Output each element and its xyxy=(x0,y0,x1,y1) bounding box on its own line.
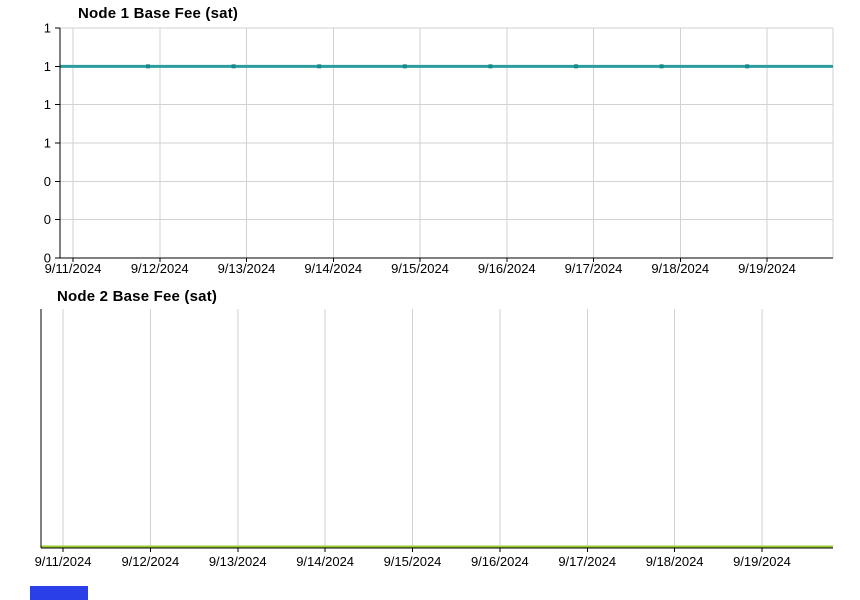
horizontal-scrollbar-thumb[interactable] xyxy=(30,586,88,600)
y-tick-label: 1 xyxy=(44,59,51,74)
y-tick-label: 1 xyxy=(44,21,51,36)
y-tick-label: 0 xyxy=(44,212,51,227)
x-tick-label: 9/17/2024 xyxy=(565,261,623,276)
data-point-marker xyxy=(659,64,664,69)
x-tick-label: 9/14/2024 xyxy=(304,261,362,276)
y-tick-label: 1 xyxy=(44,97,51,112)
x-tick-label: 9/11/2024 xyxy=(35,554,92,569)
data-point-marker xyxy=(488,64,493,69)
data-point-marker xyxy=(231,64,236,69)
x-tick-label: 9/19/2024 xyxy=(733,554,791,569)
x-tick-label: 9/13/2024 xyxy=(209,554,267,569)
y-tick-label: 0 xyxy=(44,174,51,189)
x-tick-label: 9/12/2024 xyxy=(121,554,179,569)
node2-chart-title: Node 2 Base Fee (sat) xyxy=(57,288,218,305)
x-tick-label: 9/17/2024 xyxy=(558,554,616,569)
x-tick-label: 9/16/2024 xyxy=(478,261,536,276)
data-point-marker xyxy=(745,64,750,69)
x-tick-label: 9/11/2024 xyxy=(45,261,102,276)
y-tick-label: 1 xyxy=(44,136,51,151)
y-tick-label: 0 xyxy=(44,251,51,266)
x-tick-label: 9/15/2024 xyxy=(384,554,442,569)
x-tick-label: 9/12/2024 xyxy=(131,261,189,276)
data-point-marker xyxy=(317,64,322,69)
x-tick-label: 9/13/2024 xyxy=(218,261,276,276)
data-point-marker xyxy=(402,64,407,69)
x-tick-label: 9/15/2024 xyxy=(391,261,449,276)
x-tick-label: 9/16/2024 xyxy=(471,554,529,569)
x-tick-label: 9/18/2024 xyxy=(646,554,704,569)
x-tick-label: 9/18/2024 xyxy=(651,261,709,276)
data-point-marker xyxy=(574,64,578,69)
x-tick-label: 9/19/2024 xyxy=(738,261,796,276)
x-tick-label: 9/14/2024 xyxy=(296,554,354,569)
data-point-marker xyxy=(146,64,150,69)
node1-chart-title: Node 1 Base Fee (sat) xyxy=(78,5,239,22)
